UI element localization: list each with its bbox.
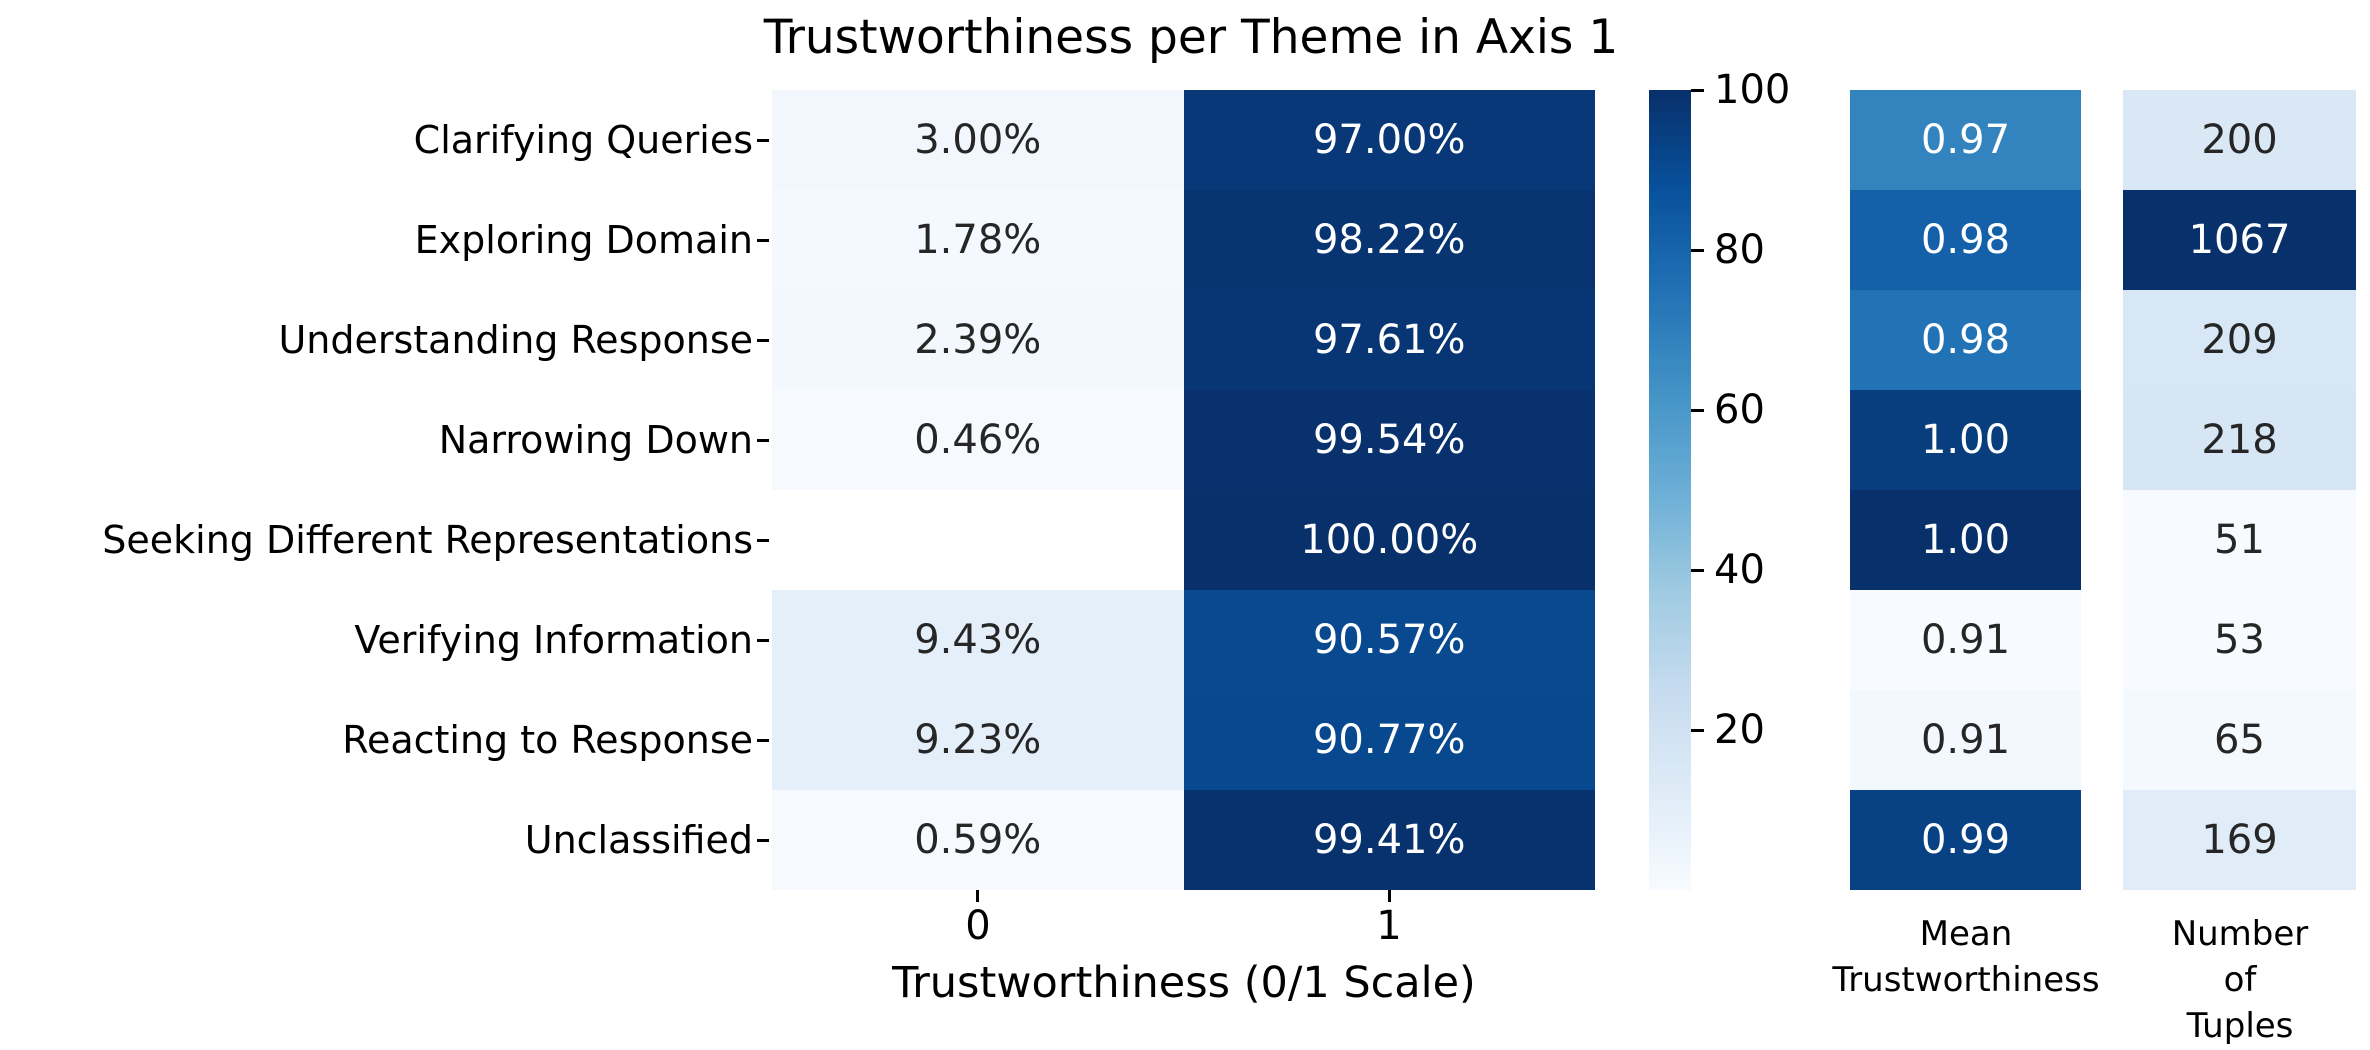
row-label: Reacting to Response: [342, 718, 753, 762]
colorbar-tick-label: 40: [1714, 547, 1765, 593]
tuples-column-label: Number of Tuples: [2172, 912, 2309, 1050]
y-tick-mark: [757, 438, 769, 442]
y-tick-mark: [757, 238, 769, 242]
y-tick-mark: [757, 738, 769, 742]
heatmap-cell: 100.00%: [1183, 490, 1595, 590]
x-tick-mark: [976, 890, 979, 902]
heatmap-cell: 1.78%: [772, 190, 1184, 290]
heatmap-cell: 0.59%: [772, 790, 1184, 890]
colorbar-tick-mark: [1691, 568, 1704, 572]
mean-column-label: Mean Trustworthiness: [1832, 912, 2099, 1004]
colorbar-tick-mark: [1691, 88, 1704, 92]
heatmap-cell-masked: [772, 490, 1184, 590]
tuples-cell: 218: [2123, 390, 2356, 490]
row-label: Exploring Domain: [414, 218, 753, 262]
x-axis-title: Trustworthiness (0/1 Scale): [892, 958, 1476, 1008]
mean-cell: 1.00: [1850, 490, 2081, 590]
tuples-cell: 51: [2123, 490, 2356, 590]
number-of-tuples-heatmap: 200 1067 209 218 51 53 65 169: [2123, 90, 2356, 890]
row-label: Narrowing Down: [438, 418, 753, 462]
x-tick-mark: [1388, 890, 1391, 902]
tuples-cell: 65: [2123, 690, 2356, 790]
y-tick-mark: [757, 638, 769, 642]
heatmap-cell: 2.39%: [772, 290, 1184, 390]
colorbar: [1649, 90, 1691, 890]
mean-trustworthiness-heatmap: 0.97 0.98 0.98 1.00 1.00 0.91 0.91 0.99: [1850, 90, 2081, 890]
heatmap-cell: 90.77%: [1183, 690, 1595, 790]
mean-cell: 1.00: [1850, 390, 2081, 490]
tuples-cell: 53: [2123, 590, 2356, 690]
main-heatmap: 3.00% 97.00% 1.78% 98.22% 2.39% 97.61% 0…: [772, 90, 1595, 890]
colorbar-tick-label: 100: [1714, 67, 1791, 113]
heatmap-cell: 99.54%: [1183, 390, 1595, 490]
mean-cell: 0.98: [1850, 190, 2081, 290]
row-label: Unclassified: [524, 818, 753, 862]
row-label: Verifying Information: [354, 618, 753, 662]
heatmap-cell: 97.00%: [1183, 90, 1595, 190]
colorbar-tick-label: 80: [1714, 227, 1765, 273]
row-label: Understanding Response: [278, 318, 753, 362]
mean-cell: 0.91: [1850, 690, 2081, 790]
row-label: Seeking Different Representations: [102, 518, 753, 562]
colorbar-tick-mark: [1691, 408, 1704, 412]
mean-cell: 0.91: [1850, 590, 2081, 690]
x-tick-label: 0: [965, 903, 991, 949]
colorbar-tick-mark: [1691, 728, 1704, 732]
heatmap-cell: 3.00%: [772, 90, 1184, 190]
y-tick-mark: [757, 838, 769, 842]
mean-cell: 0.97: [1850, 90, 2081, 190]
tuples-column-label-line1: Number: [2171, 914, 2309, 954]
heatmap-cell: 9.23%: [772, 690, 1184, 790]
heatmap-cell: 0.46%: [772, 390, 1184, 490]
tuples-cell: 200: [2123, 90, 2356, 190]
tuples-cell: 1067: [2123, 190, 2356, 290]
mean-cell: 0.98: [1850, 290, 2081, 390]
y-tick-mark: [757, 538, 769, 542]
mean-column-label-line1: Mean: [1919, 914, 2013, 954]
row-label: Clarifying Queries: [413, 118, 753, 162]
colorbar-tick-mark: [1691, 248, 1704, 252]
heatmap-cell: 97.61%: [1183, 290, 1595, 390]
tuples-cell: 169: [2123, 790, 2356, 890]
heatmap-cell: 90.57%: [1183, 590, 1595, 690]
colorbar-tick-label: 20: [1714, 707, 1765, 753]
heatmap-cell: 9.43%: [772, 590, 1184, 690]
colorbar-tick-label: 60: [1714, 387, 1765, 433]
y-tick-mark: [757, 338, 769, 342]
heatmap-cell: 98.22%: [1183, 190, 1595, 290]
y-tick-mark: [757, 138, 769, 142]
x-tick-label: 1: [1376, 903, 1402, 949]
chart-title: Trustworthiness per Theme in Axis 1: [763, 10, 1619, 65]
mean-column-label-line2: Trustworthiness: [1832, 959, 2100, 1000]
mean-cell: 0.99: [1850, 790, 2081, 890]
tuples-cell: 209: [2123, 290, 2356, 390]
heatmap-cell: 99.41%: [1183, 790, 1595, 890]
tuples-column-label-line2: of Tuples: [2186, 959, 2294, 1046]
y-axis-labels: Clarifying Queries Exploring Domain Unde…: [0, 90, 753, 890]
